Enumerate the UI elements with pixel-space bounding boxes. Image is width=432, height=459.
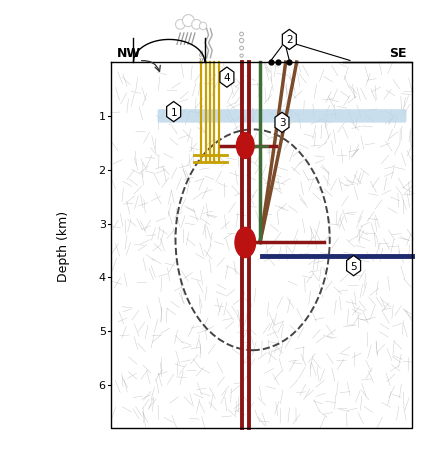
- Text: 4: 4: [224, 73, 230, 83]
- Text: 6: 6: [99, 381, 106, 390]
- Text: 3: 3: [99, 219, 106, 229]
- Circle shape: [236, 133, 254, 159]
- Text: NW: NW: [117, 47, 141, 60]
- Ellipse shape: [182, 16, 194, 28]
- Text: 2: 2: [98, 165, 106, 175]
- Polygon shape: [283, 30, 296, 50]
- Polygon shape: [275, 113, 289, 133]
- Ellipse shape: [199, 23, 206, 31]
- Text: 1: 1: [170, 107, 177, 118]
- FancyBboxPatch shape: [158, 110, 407, 123]
- Text: 2: 2: [286, 35, 292, 45]
- Ellipse shape: [192, 20, 201, 30]
- Ellipse shape: [175, 20, 185, 30]
- Ellipse shape: [240, 55, 243, 58]
- Text: 1: 1: [99, 112, 106, 122]
- Polygon shape: [346, 256, 361, 276]
- Polygon shape: [133, 36, 205, 63]
- Text: 5: 5: [350, 261, 357, 271]
- Text: SE: SE: [389, 47, 407, 60]
- Polygon shape: [167, 102, 181, 123]
- Circle shape: [235, 228, 256, 258]
- Text: 5: 5: [99, 327, 106, 336]
- Text: Depth (km): Depth (km): [57, 210, 70, 281]
- Polygon shape: [220, 68, 234, 88]
- Text: ≈≈: ≈≈: [196, 47, 206, 63]
- Ellipse shape: [240, 33, 244, 37]
- Ellipse shape: [239, 39, 244, 44]
- Text: 3: 3: [279, 118, 285, 128]
- Ellipse shape: [240, 47, 244, 51]
- Text: 4: 4: [98, 273, 106, 283]
